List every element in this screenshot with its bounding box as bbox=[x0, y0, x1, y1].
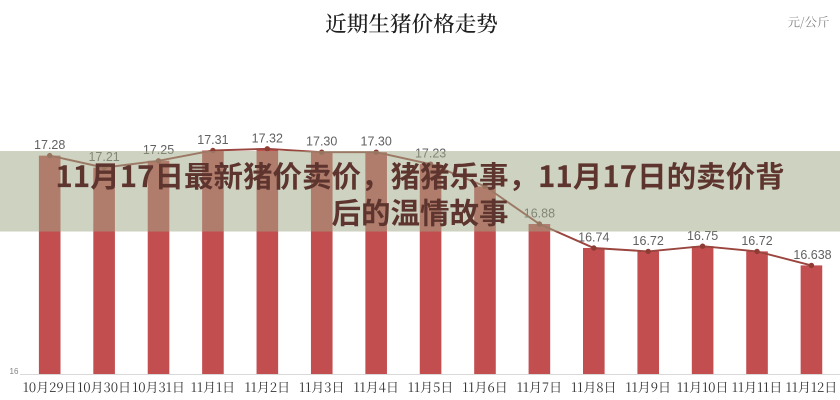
svg-text:16.72: 16.72 bbox=[741, 234, 772, 248]
svg-text:17.31: 17.31 bbox=[197, 133, 228, 147]
svg-text:16.638: 16.638 bbox=[793, 248, 831, 262]
svg-text:16.75: 16.75 bbox=[687, 229, 718, 243]
svg-text:16: 16 bbox=[10, 367, 19, 376]
svg-text:17.28: 17.28 bbox=[34, 138, 65, 152]
svg-text:17.32: 17.32 bbox=[252, 131, 283, 145]
svg-text:16.74: 16.74 bbox=[578, 231, 609, 245]
svg-text:16.72: 16.72 bbox=[633, 234, 664, 248]
svg-text:17.30: 17.30 bbox=[361, 135, 392, 149]
svg-text:17.30: 17.30 bbox=[306, 135, 337, 149]
